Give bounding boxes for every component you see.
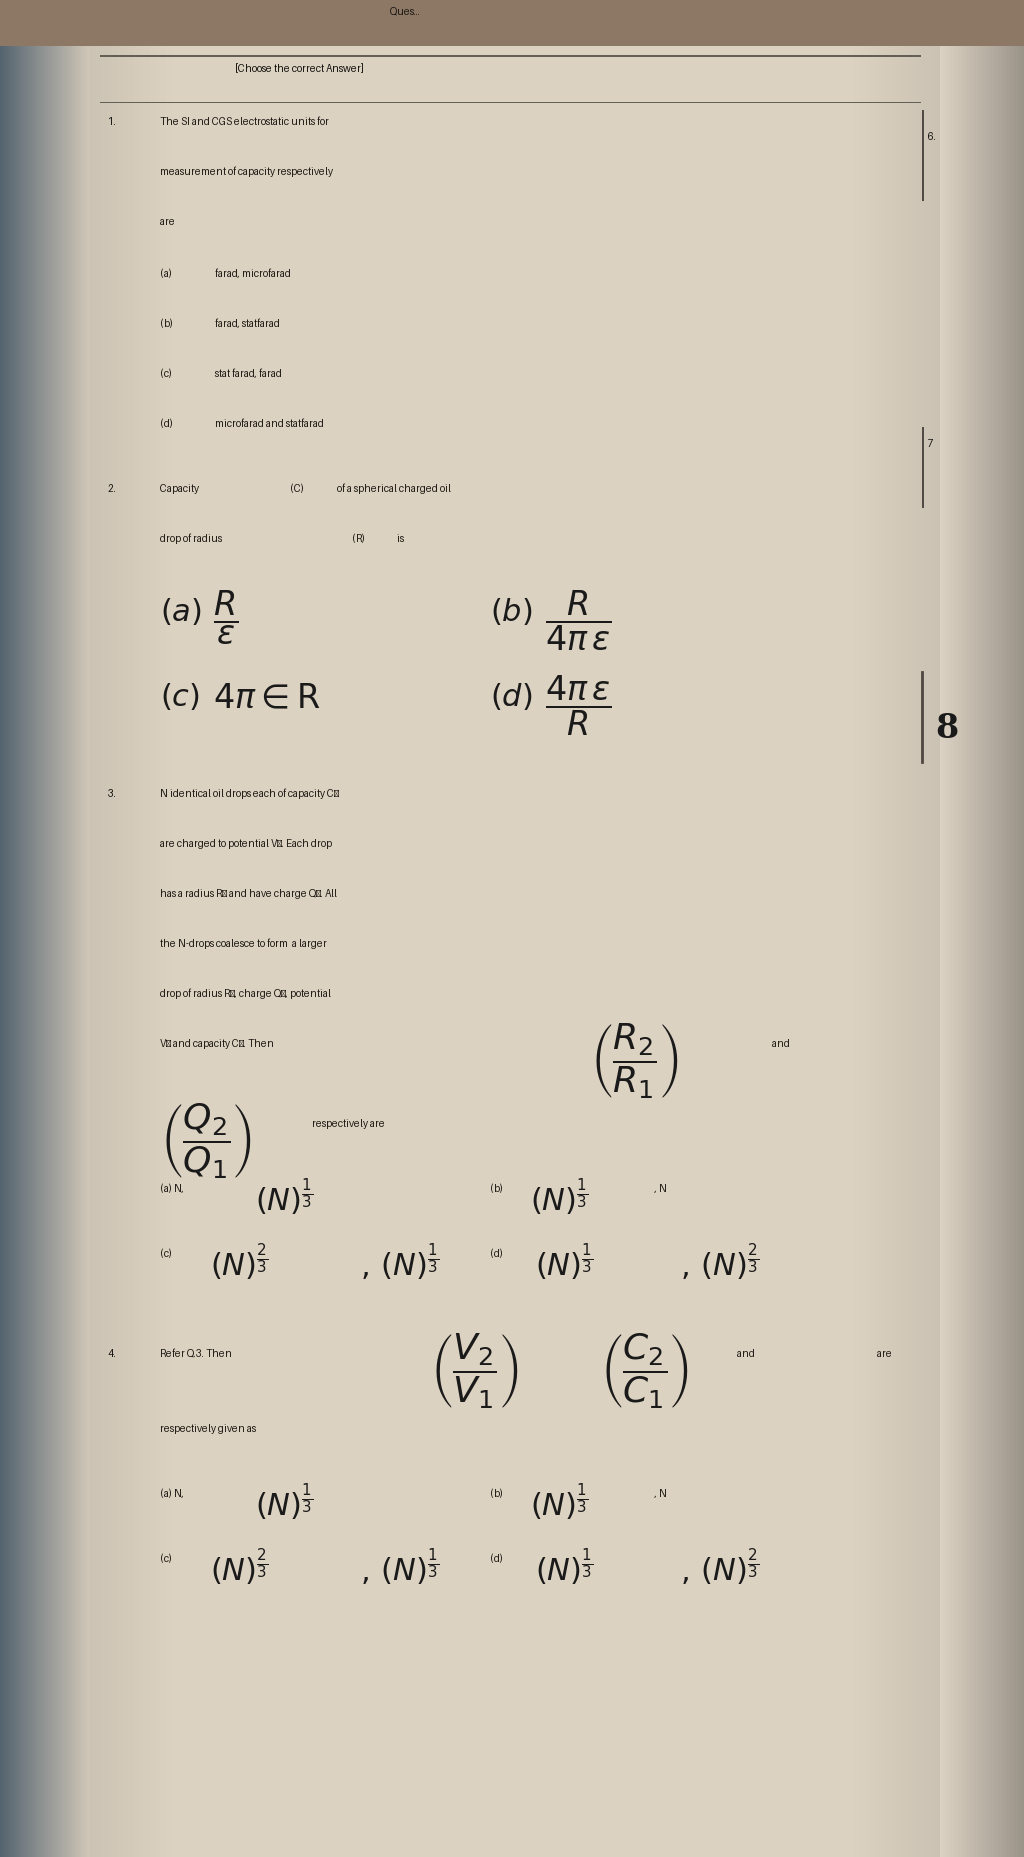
Text: $(a)$: $(a)$ bbox=[160, 596, 202, 628]
Text: $(N)^{\frac{2}{3}}$: $(N)^{\frac{2}{3}}$ bbox=[210, 1242, 268, 1285]
Text: $(d)$: $(d)$ bbox=[490, 682, 532, 713]
Text: $(N)^{\frac{1}{3}}$: $(N)^{\frac{1}{3}}$ bbox=[530, 1482, 589, 1525]
Text: $(N)^{\frac{1}{3}}$: $(N)^{\frac{1}{3}}$ bbox=[255, 1177, 313, 1220]
Text: $(N)^{\frac{2}{3}}$: $(N)^{\frac{2}{3}}$ bbox=[210, 1547, 268, 1590]
Text: $,\,(N)^{\frac{2}{3}}$: $,\,(N)^{\frac{2}{3}}$ bbox=[680, 1547, 759, 1590]
Text: $(N)^{\frac{1}{3}}$: $(N)^{\frac{1}{3}}$ bbox=[535, 1242, 594, 1285]
Text: $,\,(N)^{\frac{1}{3}}$: $,\,(N)^{\frac{1}{3}}$ bbox=[360, 1547, 439, 1590]
Text: $\left(\dfrac{Q_2}{Q_1}\right)$: $\left(\dfrac{Q_2}{Q_1}\right)$ bbox=[160, 1101, 252, 1181]
Text: $4\pi \in \mathrm{R}$: $4\pi \in \mathrm{R}$ bbox=[213, 682, 321, 715]
Text: $\left(\dfrac{V_2}{V_1}\right)$: $\left(\dfrac{V_2}{V_1}\right)$ bbox=[430, 1331, 518, 1411]
Text: $\dfrac{4\pi\,\epsilon}{R}$: $\dfrac{4\pi\,\epsilon}{R}$ bbox=[545, 674, 611, 739]
Text: $,\,(N)^{\frac{1}{3}}$: $,\,(N)^{\frac{1}{3}}$ bbox=[360, 1242, 439, 1285]
Text: $(b)$: $(b)$ bbox=[490, 596, 532, 628]
Text: $\dfrac{R}{4\pi\,\epsilon}$: $\dfrac{R}{4\pi\,\epsilon}$ bbox=[545, 589, 611, 654]
Text: $\dfrac{R}{\epsilon}$: $\dfrac{R}{\epsilon}$ bbox=[213, 589, 239, 648]
Text: 8: 8 bbox=[935, 711, 958, 745]
Text: $\left(\dfrac{R_2}{R_1}\right)$: $\left(\dfrac{R_2}{R_1}\right)$ bbox=[590, 1021, 679, 1101]
Text: $(N)^{\frac{1}{3}}$: $(N)^{\frac{1}{3}}$ bbox=[535, 1547, 594, 1590]
Text: $(N)^{\frac{1}{3}}$: $(N)^{\frac{1}{3}}$ bbox=[255, 1482, 313, 1525]
Text: $(c)$: $(c)$ bbox=[160, 682, 200, 713]
Text: $(N)^{\frac{1}{3}}$: $(N)^{\frac{1}{3}}$ bbox=[530, 1177, 589, 1220]
Text: $\left(\dfrac{C_2}{C_1}\right)$: $\left(\dfrac{C_2}{C_1}\right)$ bbox=[600, 1331, 689, 1411]
Text: $,\,(N)^{\frac{2}{3}}$: $,\,(N)^{\frac{2}{3}}$ bbox=[680, 1242, 759, 1285]
